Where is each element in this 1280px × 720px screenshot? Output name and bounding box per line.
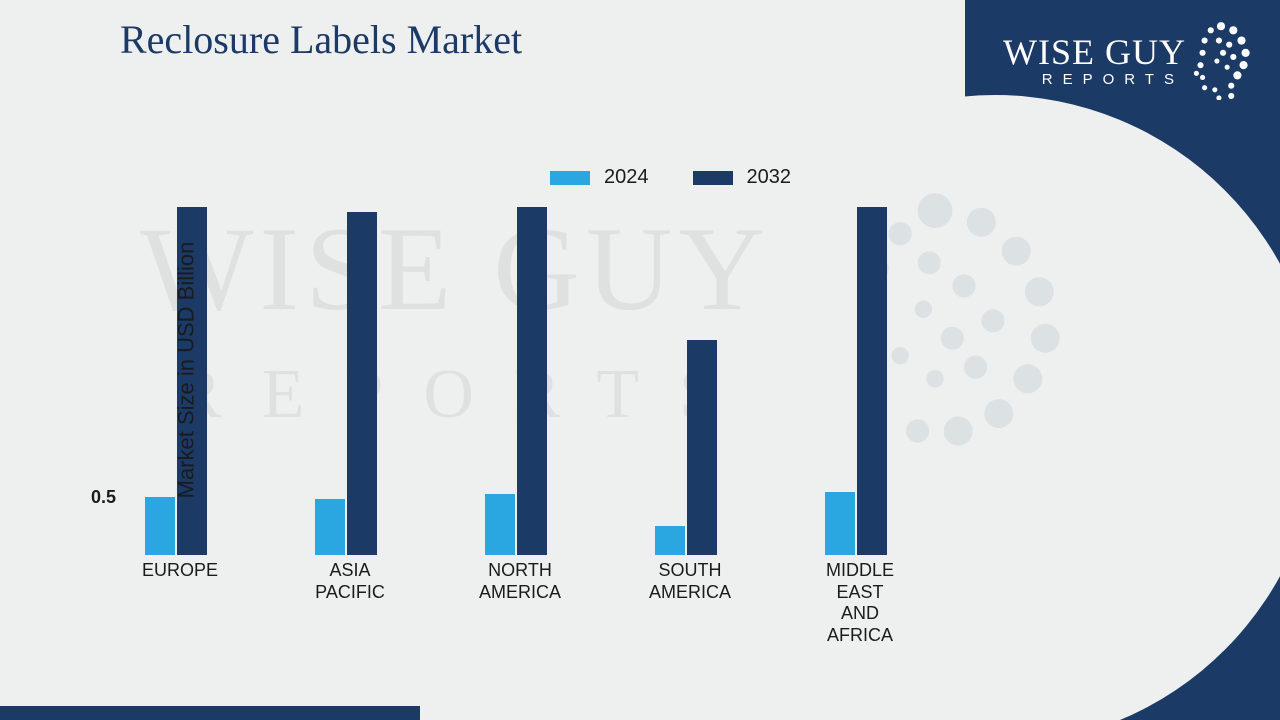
bar-group: SOUTHAMERICA xyxy=(655,195,725,555)
bar-2024 xyxy=(655,526,685,555)
brand-name: WISE GUY xyxy=(1003,31,1186,73)
category-label: SOUTHAMERICA xyxy=(610,560,770,603)
chart-title: Reclosure Labels Market xyxy=(120,16,522,63)
category-label: ASIAPACIFIC xyxy=(270,560,430,603)
bar-2032 xyxy=(857,207,887,555)
brand-logo: WISE GUY REPORTS xyxy=(992,14,1252,104)
bar-2024 xyxy=(485,494,515,555)
bottom-accent-band xyxy=(0,706,420,720)
legend: 2024 2032 xyxy=(550,166,791,189)
category-label: EUROPE xyxy=(100,560,260,582)
bar-group: MIDDLEEASTANDAFRICA xyxy=(825,195,895,555)
legend-swatch-2032 xyxy=(693,171,733,185)
plot-area: EUROPEASIAPACIFICNORTHAMERICASOUTHAMERIC… xyxy=(125,195,955,555)
brand-head-icon xyxy=(1190,18,1252,100)
category-label: MIDDLEEASTANDAFRICA xyxy=(780,560,940,646)
brand-sub: REPORTS xyxy=(1042,71,1184,88)
bar-2024 xyxy=(825,492,855,555)
bar-2032 xyxy=(347,212,377,555)
y-tick-0: 0.5 xyxy=(91,487,116,508)
bar-group: NORTHAMERICA xyxy=(485,195,555,555)
legend-item-2024: 2024 xyxy=(550,166,649,189)
bar-2024 xyxy=(145,497,175,555)
y-axis-label: Market Size in USD Billion xyxy=(173,242,199,499)
legend-swatch-2024 xyxy=(550,171,590,185)
category-label: NORTHAMERICA xyxy=(440,560,600,603)
stage: WISE GUY REPORTS WISE GUY REPORTS Reclos… xyxy=(0,0,1280,720)
legend-label-2032: 2032 xyxy=(747,166,792,189)
legend-item-2032: 2032 xyxy=(693,166,792,189)
bar-2024 xyxy=(315,499,345,555)
bar-group: ASIAPACIFIC xyxy=(315,195,385,555)
bar-2032 xyxy=(687,340,717,555)
legend-label-2024: 2024 xyxy=(604,166,649,189)
bar-2032 xyxy=(517,207,547,555)
